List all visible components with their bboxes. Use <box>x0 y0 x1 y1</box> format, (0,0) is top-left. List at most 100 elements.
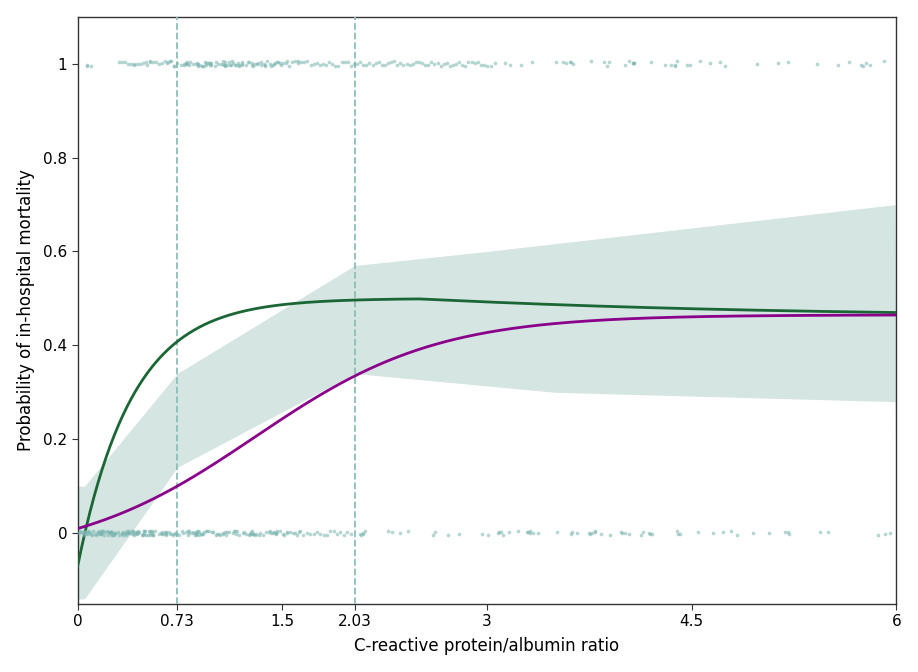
Point <box>372 57 386 68</box>
Point <box>141 529 156 540</box>
Point <box>77 529 92 540</box>
Point <box>627 57 642 68</box>
Point <box>406 59 420 70</box>
Point <box>131 528 146 538</box>
Point <box>121 528 136 538</box>
Point <box>85 526 100 537</box>
Point <box>602 530 617 540</box>
Point <box>122 528 137 538</box>
Point <box>170 58 185 69</box>
Point <box>180 530 195 540</box>
Point <box>185 526 200 537</box>
Point <box>669 526 684 536</box>
Point <box>77 526 92 536</box>
Point <box>127 60 141 71</box>
Point <box>467 58 482 69</box>
Point <box>288 528 303 538</box>
Point <box>118 528 133 539</box>
Point <box>244 58 259 69</box>
Point <box>723 526 738 537</box>
Point <box>520 527 534 538</box>
Point <box>93 528 107 538</box>
Point <box>268 528 283 539</box>
Point <box>588 527 602 538</box>
Point <box>127 530 141 540</box>
Point <box>634 530 649 540</box>
Point <box>235 528 250 538</box>
Point <box>667 60 682 71</box>
Point <box>197 527 212 538</box>
Point <box>195 60 209 71</box>
Point <box>487 58 502 69</box>
Point <box>78 528 93 538</box>
Point <box>269 56 284 67</box>
Point <box>107 529 122 540</box>
Point <box>341 56 355 67</box>
Point <box>381 57 396 68</box>
Point <box>213 529 228 540</box>
Point <box>84 530 99 541</box>
Point <box>297 530 311 540</box>
Point <box>842 56 856 67</box>
Point <box>269 528 284 538</box>
Point <box>778 527 792 538</box>
Point <box>120 58 135 69</box>
Point <box>111 530 126 541</box>
Point <box>418 60 432 71</box>
Point <box>440 57 454 68</box>
Point <box>79 528 94 538</box>
Point <box>78 528 93 538</box>
Point <box>226 526 241 536</box>
Point <box>365 60 380 71</box>
Point <box>111 526 126 537</box>
Point <box>563 57 577 68</box>
Point <box>179 57 194 68</box>
Point <box>119 527 134 538</box>
Point <box>164 56 179 67</box>
Point <box>209 529 224 540</box>
Point <box>251 58 265 69</box>
Point <box>84 528 98 539</box>
Point <box>337 530 352 540</box>
Point <box>353 529 367 540</box>
Point <box>426 530 441 541</box>
Point <box>252 528 267 538</box>
Point <box>491 528 506 539</box>
Point <box>229 526 243 537</box>
Point <box>201 57 216 68</box>
Point <box>626 57 641 68</box>
Point <box>104 526 118 537</box>
Point <box>195 529 209 540</box>
Point <box>148 526 162 536</box>
Point <box>627 58 642 69</box>
Point <box>72 528 86 538</box>
Point <box>356 59 371 70</box>
Point <box>219 60 234 71</box>
Point <box>356 529 371 540</box>
Point <box>455 59 470 70</box>
Point <box>142 530 157 541</box>
Point <box>105 529 119 540</box>
Point <box>245 60 260 71</box>
Point <box>158 528 173 538</box>
Point <box>475 528 489 539</box>
Point <box>188 530 203 540</box>
Point <box>309 58 324 69</box>
Point <box>198 59 213 70</box>
Point <box>203 57 218 68</box>
Point <box>107 529 122 540</box>
Point <box>522 528 537 538</box>
Point <box>384 57 398 68</box>
Point <box>81 527 95 538</box>
Point <box>153 528 168 538</box>
Point <box>715 527 730 538</box>
Point <box>198 526 213 536</box>
Point <box>303 529 318 540</box>
Point <box>116 527 130 538</box>
Point <box>129 59 144 70</box>
Point <box>95 526 109 537</box>
Point <box>559 58 574 69</box>
Point <box>496 530 510 540</box>
Point <box>397 60 411 71</box>
Point <box>283 527 297 538</box>
